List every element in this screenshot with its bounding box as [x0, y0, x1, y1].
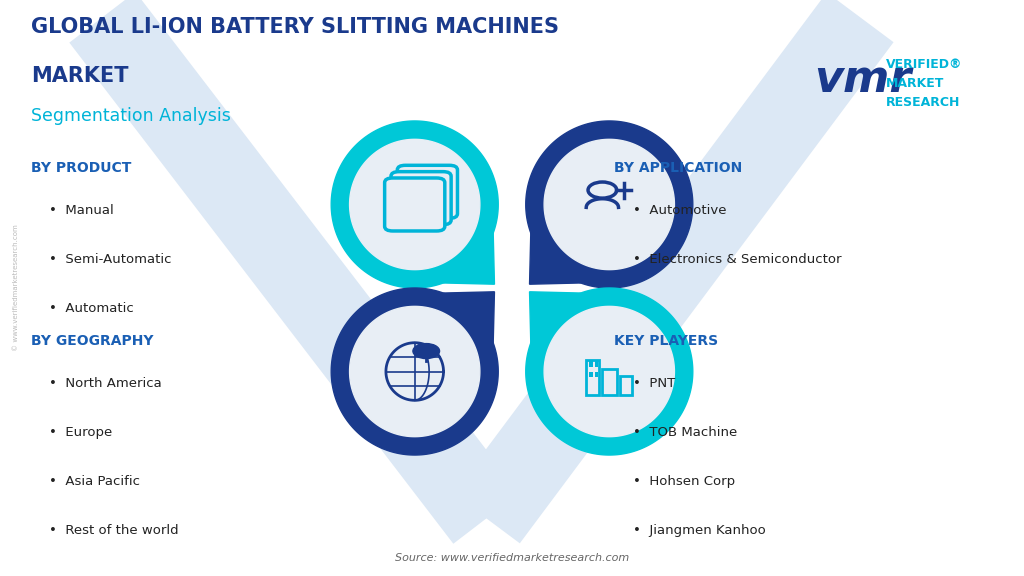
Text: BY APPLICATION: BY APPLICATION	[614, 161, 742, 175]
Circle shape	[413, 343, 439, 358]
Text: •  Electronics & Semiconductor: • Electronics & Semiconductor	[633, 253, 842, 267]
Bar	[589, 372, 593, 377]
Text: •  Hohsen Corp: • Hohsen Corp	[633, 475, 735, 488]
Text: •  Automotive: • Automotive	[633, 204, 726, 218]
Polygon shape	[529, 292, 581, 343]
Text: BY PRODUCT: BY PRODUCT	[31, 161, 131, 175]
Polygon shape	[544, 306, 675, 437]
Text: Source: www.verifiedmarketresearch.com: Source: www.verifiedmarketresearch.com	[395, 554, 629, 563]
Text: •  Semi-Automatic: • Semi-Automatic	[49, 253, 172, 267]
FancyBboxPatch shape	[391, 172, 452, 225]
Text: VERIFIED®
MARKET
RESEARCH: VERIFIED® MARKET RESEARCH	[886, 58, 963, 109]
Text: •  Asia Pacific: • Asia Pacific	[49, 475, 140, 488]
Bar	[602, 369, 617, 395]
Text: vmr: vmr	[814, 58, 911, 101]
Bar	[589, 361, 593, 367]
Bar	[620, 376, 633, 395]
Text: MARKET: MARKET	[31, 66, 128, 86]
Polygon shape	[331, 121, 499, 288]
Bar	[595, 372, 598, 377]
Text: Segmentation Analysis: Segmentation Analysis	[31, 107, 230, 124]
Bar	[586, 360, 599, 395]
Text: BY GEOGRAPHY: BY GEOGRAPHY	[31, 334, 154, 348]
Polygon shape	[349, 306, 480, 437]
Polygon shape	[525, 288, 693, 455]
Text: •  Europe: • Europe	[49, 426, 113, 439]
Polygon shape	[529, 233, 581, 284]
Polygon shape	[443, 233, 495, 284]
Text: •  Rest of the world: • Rest of the world	[49, 524, 179, 537]
Bar	[595, 361, 598, 367]
Polygon shape	[443, 292, 495, 343]
Text: •  North America: • North America	[49, 377, 162, 391]
Polygon shape	[544, 139, 675, 270]
Polygon shape	[525, 121, 693, 288]
FancyBboxPatch shape	[397, 165, 458, 218]
Text: •  TOB Machine: • TOB Machine	[633, 426, 737, 439]
Text: © www.verifiedmarketresearch.com: © www.verifiedmarketresearch.com	[13, 225, 19, 351]
Polygon shape	[349, 139, 480, 270]
FancyBboxPatch shape	[385, 178, 444, 231]
Text: •  Manual: • Manual	[49, 204, 114, 218]
Text: •  Automatic: • Automatic	[49, 302, 134, 316]
Text: KEY PLAYERS: KEY PLAYERS	[614, 334, 719, 348]
Text: GLOBAL LI-ION BATTERY SLITTING MACHINES: GLOBAL LI-ION BATTERY SLITTING MACHINES	[31, 17, 559, 37]
Text: •  Jiangmen Kanhoo: • Jiangmen Kanhoo	[633, 524, 766, 537]
Polygon shape	[331, 288, 499, 455]
Text: •  PNT: • PNT	[633, 377, 675, 391]
